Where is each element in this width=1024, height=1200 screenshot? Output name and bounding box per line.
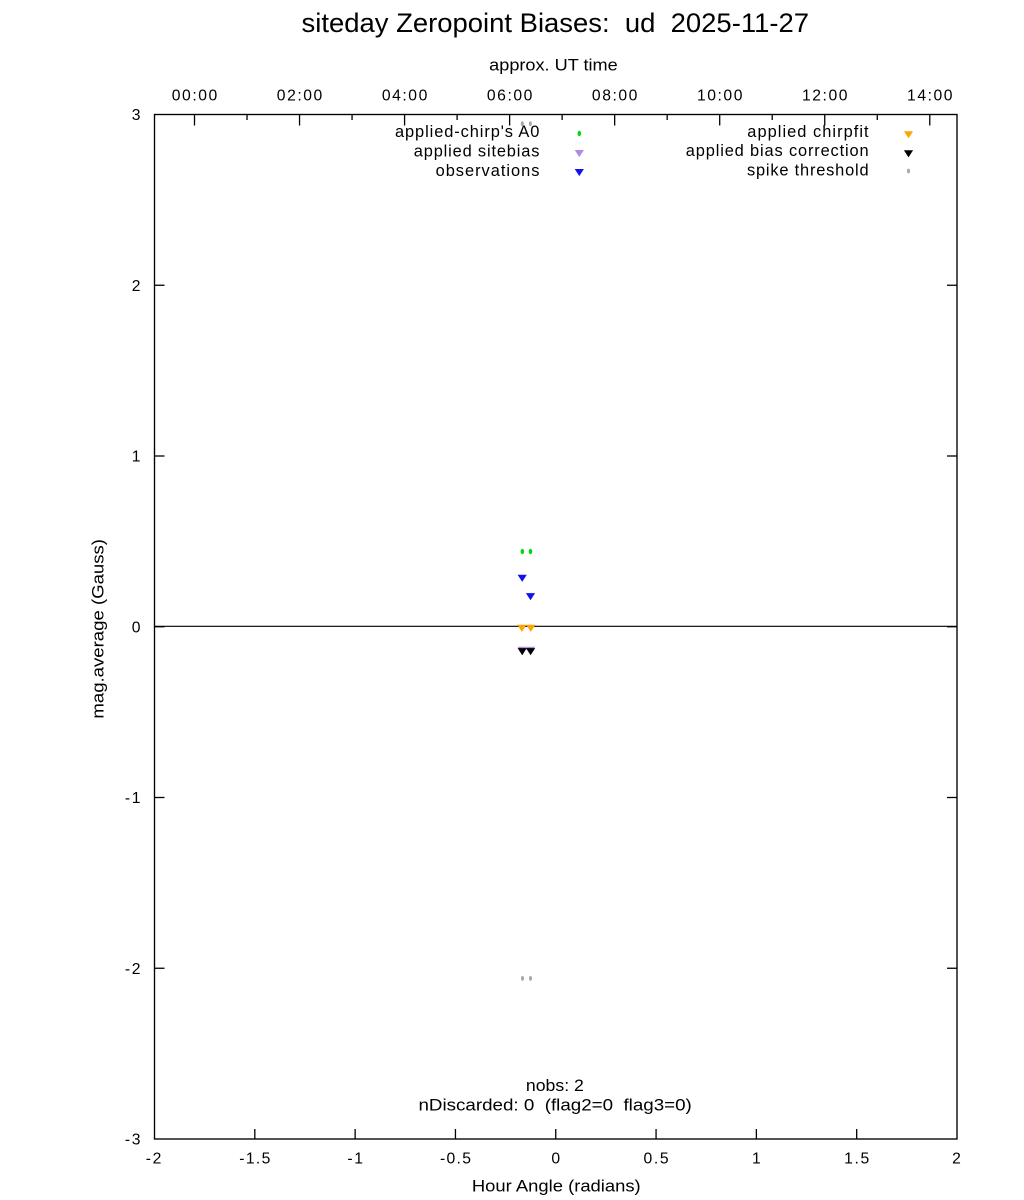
- svg-text:12:00: 12:00: [802, 88, 848, 105]
- svg-text:02:00: 02:00: [277, 88, 323, 105]
- svg-text:2: 2: [952, 1150, 961, 1167]
- svg-text:1.5: 1.5: [844, 1150, 869, 1167]
- svg-text:nobs: 2: nobs: 2: [526, 1077, 584, 1095]
- svg-text:applied-chirp's A0: applied-chirp's A0: [395, 123, 539, 141]
- svg-text:mag.average (Gauss): mag.average (Gauss): [89, 539, 107, 719]
- svg-text:-3: -3: [125, 1132, 141, 1149]
- svg-text:approx. UT time: approx. UT time: [489, 57, 618, 75]
- svg-text:1: 1: [752, 1150, 761, 1167]
- svg-text:observations: observations: [436, 162, 540, 180]
- svg-text:14:00: 14:00: [907, 88, 953, 105]
- svg-text:10:00: 10:00: [697, 88, 743, 105]
- svg-text:-2: -2: [146, 1150, 162, 1167]
- svg-text:-1.5: -1.5: [239, 1150, 270, 1167]
- svg-text:-1: -1: [347, 1150, 363, 1167]
- svg-text:2: 2: [132, 278, 141, 295]
- svg-text:0: 0: [132, 619, 141, 636]
- svg-text:-2: -2: [125, 961, 141, 978]
- svg-text:-0.5: -0.5: [440, 1150, 471, 1167]
- svg-text:applied chirpfit: applied chirpfit: [747, 123, 869, 141]
- svg-text:spike threshold: spike threshold: [747, 161, 869, 179]
- svg-text:0: 0: [551, 1150, 560, 1167]
- svg-text:applied sitebias: applied sitebias: [414, 143, 540, 161]
- svg-text:08:00: 08:00: [592, 88, 638, 105]
- svg-text:0.5: 0.5: [643, 1150, 668, 1167]
- svg-text:nDiscarded: 0 (flag2=0 flag3: nDiscarded: 0 (flag2=0 flag3=0): [419, 1096, 692, 1114]
- svg-text:siteday Zeropoint Biases: ud: siteday Zeropoint Biases: ud 2025-11-27: [302, 8, 810, 38]
- svg-text:00:00: 00:00: [172, 88, 218, 105]
- svg-text:applied bias correction: applied bias correction: [686, 142, 869, 160]
- svg-text:04:00: 04:00: [382, 88, 428, 105]
- svg-text:Hour Angle (radians): Hour Angle (radians): [472, 1178, 641, 1196]
- svg-text:1: 1: [132, 449, 141, 466]
- svg-text:3: 3: [132, 107, 141, 124]
- svg-text:06:00: 06:00: [487, 88, 533, 105]
- svg-text:-1: -1: [125, 790, 141, 807]
